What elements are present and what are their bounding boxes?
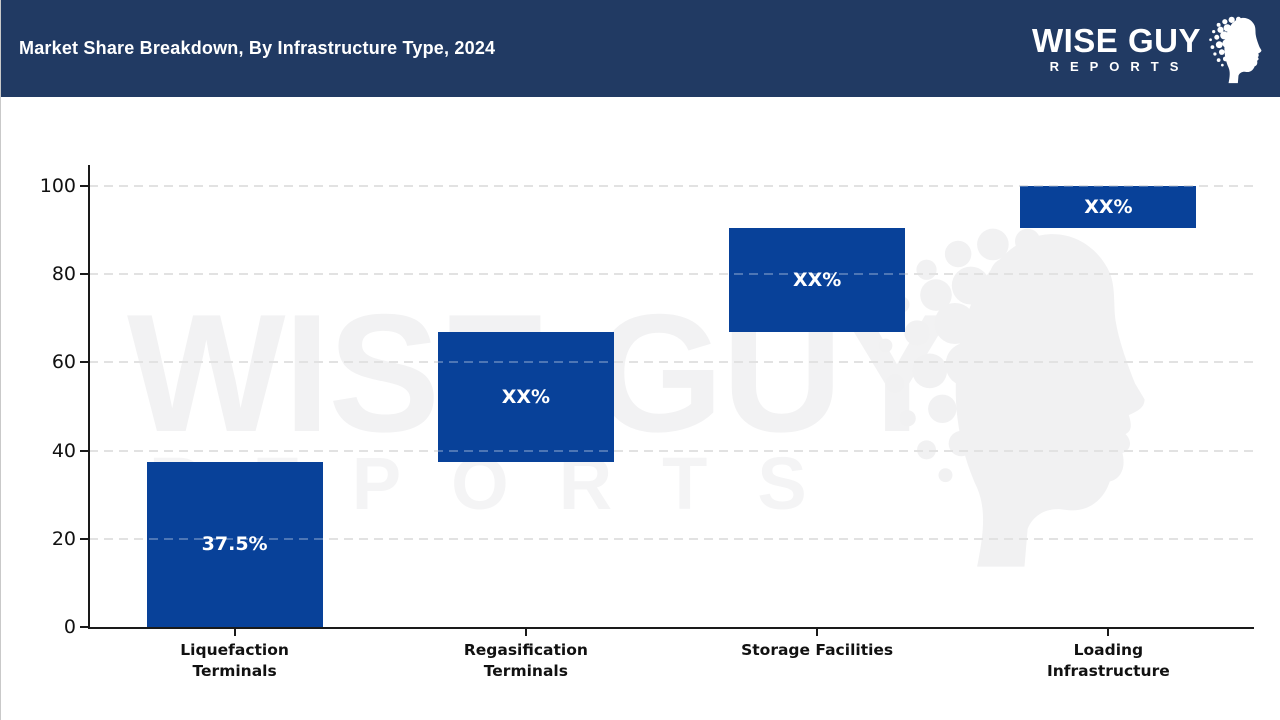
x-tick-mark bbox=[1107, 628, 1110, 636]
y-tick-label: 20 bbox=[51, 527, 76, 550]
x-category-label: Storage Facilities bbox=[677, 640, 957, 661]
gridline-overlay bbox=[89, 361, 1254, 364]
y-tick-label: 60 bbox=[51, 351, 76, 374]
report-header: Market Share Breakdown, By Infrastructur… bbox=[1, 0, 1280, 97]
gridline bbox=[89, 449, 1254, 452]
waterfall-bar-chart: 37.5% Liquefaction Terminals XX% Regasificat… bbox=[1, 97, 1280, 720]
y-tick-mark bbox=[80, 185, 88, 187]
y-tick-mark bbox=[80, 273, 88, 276]
x-category-label-line: Terminals bbox=[192, 662, 277, 680]
head-profile-icon bbox=[1205, 10, 1267, 88]
x-category-label: Liquefaction Terminals bbox=[95, 640, 375, 682]
bar-value-label: XX% bbox=[1084, 195, 1133, 218]
x-axis bbox=[88, 627, 1254, 629]
x-category-label-line: Liquefaction bbox=[180, 641, 289, 659]
x-category-label-line: Regasification bbox=[463, 641, 588, 659]
bar-segment: 37.5% bbox=[146, 461, 323, 627]
gridline-overlay bbox=[89, 537, 1254, 540]
bar-value-label: XX% bbox=[792, 268, 842, 291]
chart-area: WISE GUY REPORTS 37.5% Liquefaction Termin… bbox=[1, 97, 1280, 720]
bar-segment: XX% bbox=[437, 331, 614, 462]
x-category-label-line: Storage Facilities bbox=[741, 641, 894, 659]
bar-segment: XX% bbox=[729, 227, 906, 332]
y-tick-label: 80 bbox=[51, 263, 76, 286]
bar-value-label: 37.5% bbox=[201, 533, 268, 556]
gridline bbox=[89, 537, 1254, 540]
y-axis bbox=[88, 165, 90, 629]
x-category-label-line: Loading bbox=[1073, 641, 1144, 659]
x-tick-mark bbox=[816, 628, 819, 636]
page-title: Market Share Breakdown, By Infrastructur… bbox=[19, 38, 496, 58]
gridline-overlay bbox=[89, 273, 1254, 276]
gridline-overlay bbox=[89, 185, 1254, 187]
y-tick-mark bbox=[80, 626, 88, 628]
wise-guy-reports-logo: WISE GUY REPORTS bbox=[1032, 8, 1267, 90]
gridline bbox=[89, 361, 1254, 364]
logo-sub-text: REPORTS bbox=[1049, 59, 1190, 75]
logo-text: WISE GUY REPORTS bbox=[1031, 21, 1201, 75]
y-tick-label: 0 bbox=[63, 616, 76, 638]
y-tick-mark bbox=[80, 537, 88, 540]
y-tick-label: 100 bbox=[39, 175, 76, 197]
bar-value-label: XX% bbox=[501, 385, 551, 408]
logo-name-text: WISE GUY bbox=[1031, 21, 1201, 59]
y-tick-mark bbox=[80, 449, 88, 452]
y-tick-mark bbox=[80, 361, 88, 364]
x-category-label: Loading Infrastructure bbox=[968, 640, 1248, 682]
bar-segment: XX% bbox=[1020, 186, 1197, 228]
y-tick-label: 40 bbox=[51, 439, 76, 462]
gridline bbox=[89, 273, 1254, 276]
x-category-label-line: Terminals bbox=[483, 662, 568, 680]
gridline bbox=[89, 185, 1254, 187]
x-category-label: Regasification Terminals bbox=[386, 640, 666, 682]
x-category-label-line: Infrastructure bbox=[1046, 662, 1170, 680]
gridline-overlay bbox=[89, 449, 1254, 452]
x-tick-mark bbox=[524, 628, 527, 636]
x-tick-mark bbox=[233, 628, 236, 636]
